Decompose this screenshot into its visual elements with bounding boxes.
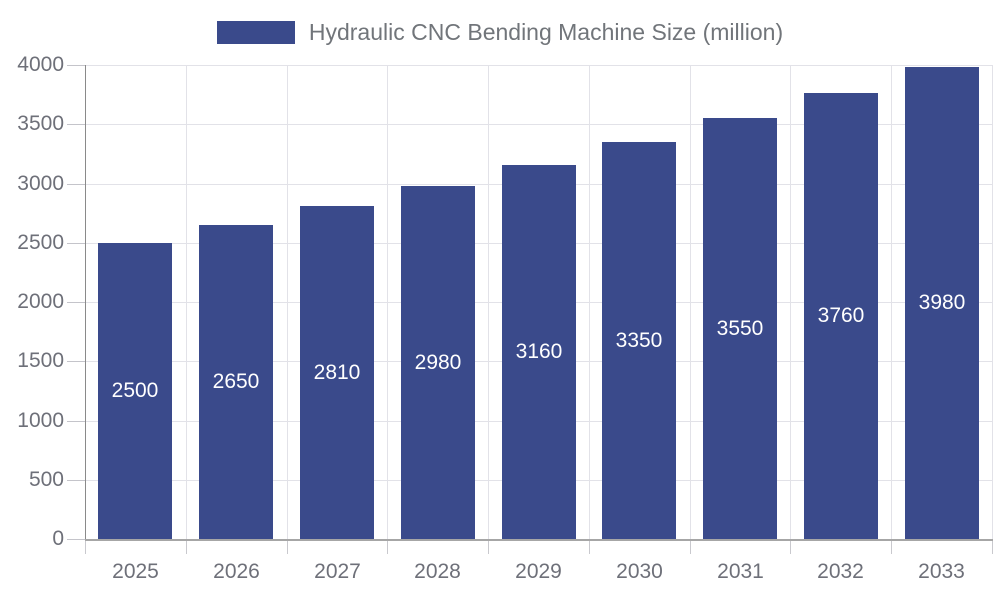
legend-swatch [216,20,295,44]
x-tick-label-2031: 2031 [717,560,764,583]
y-axis-tick-1000 [67,421,85,422]
gridline-v-5 [589,65,590,539]
x-axis-tick-4 [488,539,489,554]
x-axis-tick-2 [287,539,288,554]
x-tick-label-2033: 2033 [918,560,965,583]
y-tick-label-500: 500 [28,468,64,491]
x-axis-tick-9 [992,539,993,554]
y-axis-tick-2000 [67,302,85,303]
y-tick-label-3500: 3500 [17,112,64,135]
x-tick-label-2029: 2029 [515,560,562,583]
bar-2025[interactable] [98,243,172,539]
y-axis-tick-4000 [67,65,85,66]
x-tick-label-2026: 2026 [213,560,260,583]
gridline-v-3 [387,65,388,539]
y-axis-tick-3000 [67,184,85,185]
y-tick-label-3000: 3000 [17,172,64,195]
gridline-v-7 [790,65,791,539]
bar-2031[interactable] [703,118,777,539]
x-axis-tick-5 [589,539,590,554]
y-axis-line [85,65,86,540]
bar-2028[interactable] [401,186,475,539]
bar-2033[interactable] [905,67,979,539]
gridline-v-6 [690,65,691,539]
bar-2026[interactable] [199,225,273,539]
y-axis-tick-500 [67,480,85,481]
bar-2027[interactable] [300,206,374,539]
x-tick-label-2032: 2032 [817,560,864,583]
y-tick-label-0: 0 [52,527,64,550]
legend[interactable]: Hydraulic CNC Bending Machine Size (mill… [0,17,1000,47]
x-axis-tick-3 [387,539,388,554]
bar-2029[interactable] [502,165,576,539]
y-axis-tick-0 [67,539,85,540]
bar-2032[interactable] [804,93,878,539]
y-tick-label-1500: 1500 [17,349,64,372]
y-tick-label-2000: 2000 [17,290,64,313]
x-tick-label-2028: 2028 [414,560,461,583]
legend-label: Hydraulic CNC Bending Machine Size (mill… [308,18,784,45]
x-tick-label-2025: 2025 [112,560,159,583]
x-tick-label-2030: 2030 [616,560,663,583]
y-tick-label-4000: 4000 [17,53,64,76]
gridline-h-4000 [85,65,992,66]
y-tick-label-1000: 1000 [17,409,64,432]
y-axis-tick-2500 [67,243,85,244]
x-axis-tick-6 [690,539,691,554]
y-tick-label-2500: 2500 [17,231,64,254]
x-tick-label-2027: 2027 [314,560,361,583]
gridline-v-2 [287,65,288,539]
gridline-v-9 [992,65,993,539]
y-axis-tick-3500 [67,124,85,125]
gridline-v-1 [186,65,187,539]
x-axis-line [85,539,993,541]
gridline-v-8 [891,65,892,539]
x-axis-tick-7 [790,539,791,554]
x-axis-tick-8 [891,539,892,554]
y-axis-tick-1500 [67,361,85,362]
gridline-v-4 [488,65,489,539]
bar-2030[interactable] [602,142,676,539]
x-axis-tick-0 [85,539,86,554]
x-axis-tick-1 [186,539,187,554]
gridline-h-3500 [85,124,992,125]
